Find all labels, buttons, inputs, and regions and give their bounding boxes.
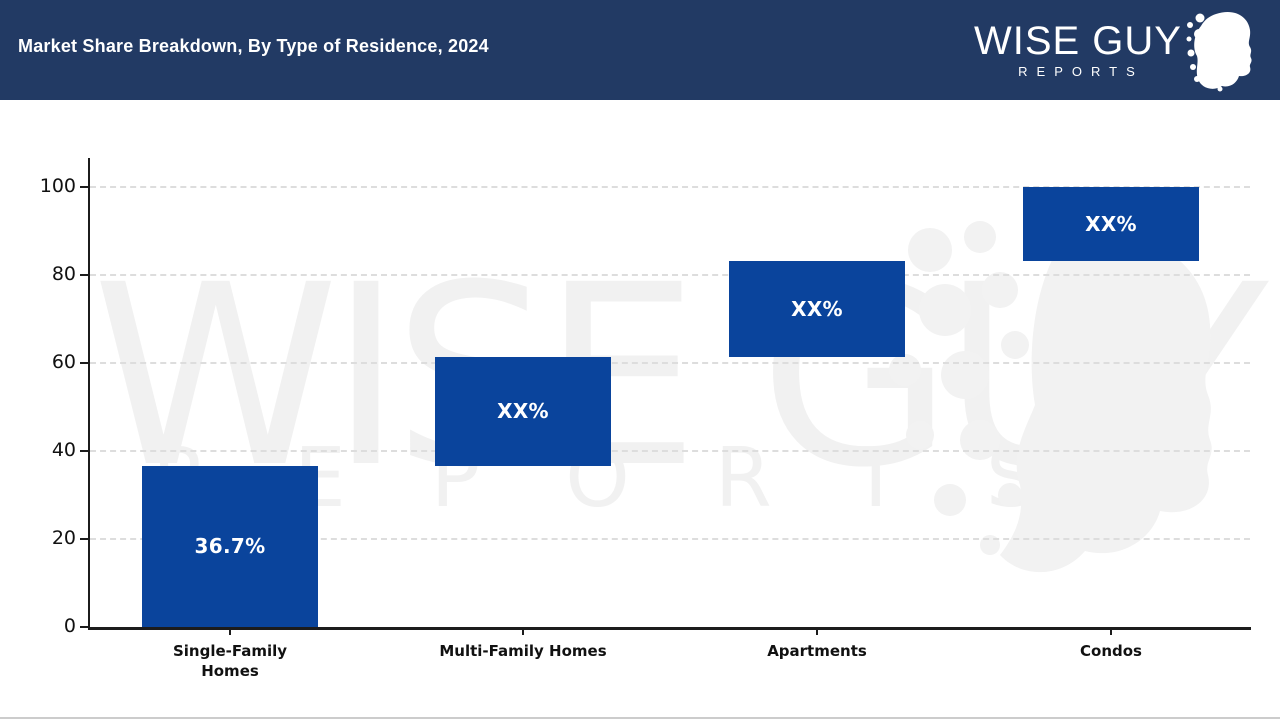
y-tick-label: 80 bbox=[51, 263, 76, 285]
x-axis-tick bbox=[229, 627, 231, 635]
bar-segment: XX% bbox=[435, 357, 611, 466]
bar-segment: XX% bbox=[729, 260, 905, 358]
y-axis-tick bbox=[80, 362, 88, 364]
y-tick-label: 40 bbox=[51, 439, 76, 461]
x-axis-tick bbox=[816, 627, 818, 635]
logo-wordmark-line1: WISE GUY bbox=[973, 19, 1182, 63]
bar-value-label: XX% bbox=[497, 399, 549, 424]
logo-wordmark-line2: REPORTS bbox=[1018, 64, 1144, 79]
y-tick-label: 0 bbox=[63, 615, 76, 637]
y-tick-label: 100 bbox=[39, 175, 76, 197]
brand-logo: WISE GUY REPORTS bbox=[974, 8, 1262, 92]
gridline bbox=[90, 274, 1250, 276]
bar-value-label: XX% bbox=[1085, 211, 1137, 236]
y-tick-label: 60 bbox=[51, 351, 76, 373]
x-category-label: Single-Family Homes bbox=[172, 642, 288, 681]
x-category-label: Apartments bbox=[767, 642, 867, 660]
bar-segment: 36.7% bbox=[142, 465, 318, 627]
x-axis-tick bbox=[1110, 627, 1112, 635]
y-tick-label: 20 bbox=[51, 527, 76, 549]
y-axis-tick bbox=[80, 538, 88, 540]
x-category-label: Multi-Family Homes bbox=[439, 642, 607, 660]
y-axis-line bbox=[88, 158, 90, 629]
gridline bbox=[90, 362, 1250, 364]
gridline bbox=[90, 186, 1250, 188]
logo-head-icon bbox=[1186, 11, 1252, 92]
y-axis-tick bbox=[80, 626, 88, 628]
y-axis-tick bbox=[80, 186, 88, 188]
bar-value-label: XX% bbox=[791, 297, 843, 322]
gridline bbox=[90, 450, 1250, 452]
x-category-label: Condos bbox=[1080, 642, 1142, 660]
header-bar: Market Share Breakdown, By Type of Resid… bbox=[0, 0, 1280, 100]
bar-segment: XX% bbox=[1023, 187, 1199, 261]
bar-value-label: 36.7% bbox=[194, 534, 266, 559]
chart-title: Market Share Breakdown, By Type of Resid… bbox=[18, 36, 489, 56]
x-axis-tick bbox=[522, 627, 524, 635]
y-axis-tick bbox=[80, 450, 88, 452]
footer-divider bbox=[0, 717, 1280, 719]
logo-wordmark: WISE GUY REPORTS bbox=[974, 21, 1182, 79]
y-axis-tick bbox=[80, 274, 88, 276]
gridline bbox=[90, 538, 1250, 540]
x-axis-line bbox=[88, 627, 1251, 630]
